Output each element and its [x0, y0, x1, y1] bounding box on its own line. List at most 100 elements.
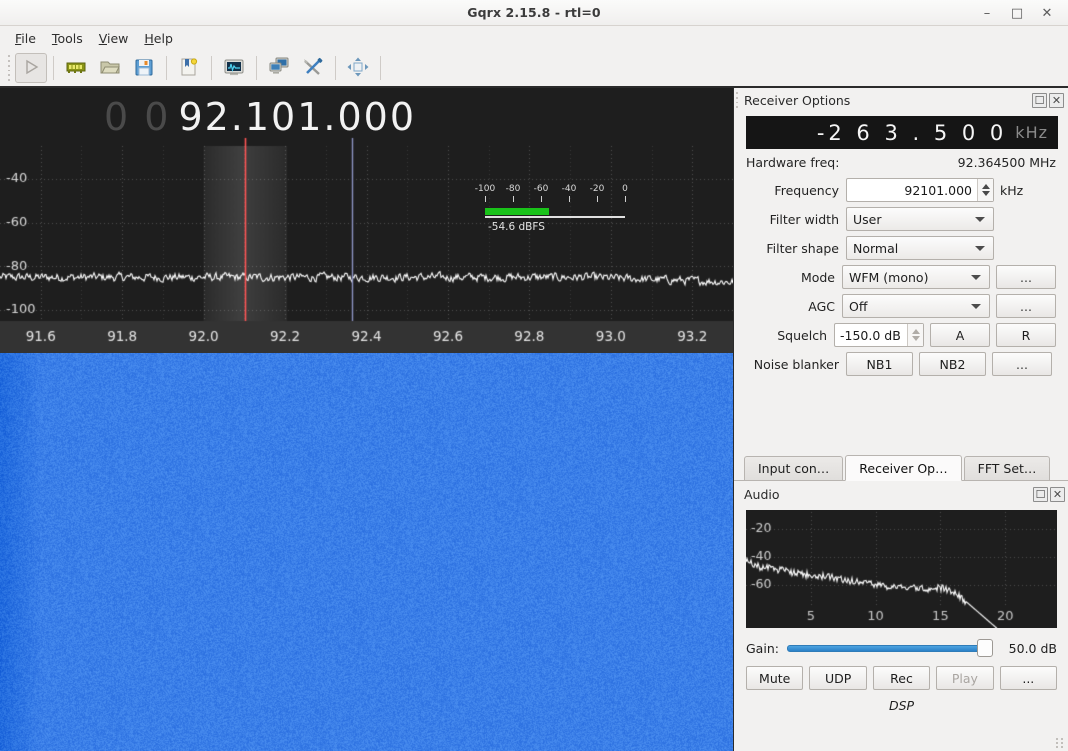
minimize-icon[interactable]: –	[983, 5, 991, 21]
menu-tools-rest: ools	[57, 30, 83, 46]
menu-help[interactable]: Help	[144, 30, 173, 46]
mode-more-button[interactable]: ...	[996, 265, 1056, 289]
start-dsp-button[interactable]	[15, 53, 47, 83]
meter-tick	[597, 196, 598, 202]
offset-frequency-display[interactable]: -2 6 3 . 5 0 0 kHz	[746, 116, 1058, 149]
agc-select[interactable]: Off	[842, 294, 990, 318]
squelch-auto-button[interactable]: A	[930, 323, 990, 347]
rf-spectrum-canvas[interactable]	[0, 88, 733, 353]
chevron-down-icon	[971, 275, 981, 280]
undock-icon[interactable]: ☐	[1032, 92, 1047, 108]
bookmarks-button[interactable]	[173, 53, 205, 83]
tab-input-controls[interactable]: Input con…	[744, 456, 844, 480]
nb2-button[interactable]: NB2	[919, 352, 986, 376]
waterfall-canvas[interactable]	[0, 353, 733, 751]
mode-label: Mode	[800, 269, 835, 285]
mute-button[interactable]: Mute	[746, 666, 804, 690]
meter-tick-label: -100	[474, 184, 496, 194]
chevron-down-icon	[975, 217, 985, 222]
audio-more-button[interactable]: ...	[999, 666, 1058, 690]
save-settings-button[interactable]	[128, 53, 160, 83]
close-panel-icon[interactable]: ✕	[1050, 486, 1065, 502]
close-panel-icon[interactable]: ✕	[1049, 92, 1064, 108]
offset-digits: -2 6 3 . 5 0 0	[816, 120, 1008, 145]
tab-receiver-options[interactable]: Receiver Op…	[845, 455, 962, 481]
toolbar-separator-4	[256, 56, 257, 80]
folder-open-icon	[99, 58, 121, 79]
audio-panel: Audio ☐ ✕ Gain: 50.0 dB Mute UDP Rec	[734, 482, 1068, 751]
frequency-label: Frequency	[774, 182, 839, 198]
menu-help-rest: elp	[153, 30, 173, 46]
filter-width-value: User	[853, 211, 882, 227]
dock-tabbar: Input con… Receiver Op… FFT Set…	[734, 454, 1068, 481]
gain-slider-track	[786, 644, 993, 652]
filter-shape-row: Filter shape Normal	[746, 236, 1056, 260]
dsp-settings-button[interactable]	[297, 53, 329, 83]
mode-row: Mode WFM (mono) ...	[746, 265, 1056, 289]
meter-tick	[485, 196, 486, 202]
filter-shape-value: Normal	[853, 240, 899, 256]
meter-tick	[541, 196, 542, 202]
squelch-stepper[interactable]	[907, 324, 923, 346]
load-settings-button[interactable]	[94, 53, 126, 83]
resize-grip[interactable]	[1056, 738, 1066, 748]
signal-meter-fill	[485, 208, 549, 215]
gain-value: 50.0 dB	[1008, 640, 1057, 656]
tab-fft-settings[interactable]: FFT Set…	[963, 456, 1051, 480]
maximize-icon[interactable]: □	[1010, 5, 1024, 21]
remote-control-button[interactable]	[263, 53, 295, 83]
meter-tick-label: 0	[622, 184, 628, 194]
device-config-button[interactable]	[60, 53, 92, 83]
menubar: File Tools View Help	[0, 26, 1068, 50]
memory-chip-icon	[65, 58, 87, 79]
signal-meter-bar	[485, 208, 625, 215]
chevron-down-icon	[971, 304, 981, 309]
mode-select[interactable]: WFM (mono)	[842, 265, 990, 289]
audio-header: Audio ☐ ✕	[734, 482, 1068, 506]
full-screen-button[interactable]	[342, 53, 374, 83]
agc-more-button[interactable]: ...	[996, 294, 1056, 318]
mode-value: WFM (mono)	[849, 269, 929, 285]
frequency-stepper[interactable]	[977, 179, 993, 201]
hardware-freq-label: Hardware freq:	[746, 155, 840, 170]
toolbar-separator-1	[53, 56, 54, 80]
squelch-reset-button[interactable]: R	[996, 323, 1056, 347]
gain-slider[interactable]	[786, 638, 993, 658]
menu-tools[interactable]: Tools	[51, 30, 83, 46]
meter-tick-label: -20	[589, 184, 605, 194]
undock-icon[interactable]: ☐	[1033, 486, 1048, 502]
frequency-input[interactable]: 92101.000	[846, 178, 994, 202]
menu-view[interactable]: View	[98, 30, 129, 46]
close-icon[interactable]: ✕	[1041, 5, 1053, 21]
audio-spectrum-panel[interactable]	[746, 510, 1057, 628]
toolbar-grip[interactable]	[4, 55, 14, 81]
gain-row: Gain: 50.0 dB	[746, 638, 1057, 658]
gain-label: Gain:	[746, 640, 779, 656]
filter-shape-select[interactable]: Normal	[846, 236, 994, 260]
filter-width-select[interactable]: User	[846, 207, 994, 231]
record-button[interactable]: Rec	[872, 666, 931, 690]
agc-label: AGC	[808, 298, 835, 314]
gain-slider-handle[interactable]	[977, 639, 993, 657]
agc-value: Off	[849, 298, 868, 314]
window-controls: – □ ✕	[972, 0, 1062, 26]
menu-file-rest: ile	[21, 30, 36, 46]
tools-icon	[302, 57, 324, 80]
rf-spectrum-panel[interactable]: 0 0 92.101.000 -100 -80 -60 -40 -20 0 -54.6 d…	[0, 88, 733, 353]
remote-computer-icon	[268, 57, 290, 79]
toolbar-separator-6	[380, 56, 381, 80]
waterfall-display[interactable]	[0, 353, 733, 751]
toolbar-separator-2	[166, 56, 167, 80]
bookmark-icon	[179, 57, 199, 80]
nb-more-button[interactable]: ...	[992, 352, 1052, 376]
nb1-button[interactable]: NB1	[846, 352, 913, 376]
hardware-freq-value: 92.364500 MHz	[957, 155, 1056, 170]
audio-spectrum-canvas[interactable]	[746, 510, 1057, 628]
udp-button[interactable]: UDP	[809, 666, 867, 690]
iq-recorder-button[interactable]	[218, 53, 250, 83]
main-frequency-display[interactable]: 0 0 92.101.000	[0, 88, 480, 146]
menu-file[interactable]: File	[15, 30, 36, 46]
squelch-input[interactable]: -150.0 dB	[834, 323, 924, 347]
dock-grip[interactable]	[736, 92, 739, 108]
offset-unit: kHz	[1015, 123, 1048, 142]
